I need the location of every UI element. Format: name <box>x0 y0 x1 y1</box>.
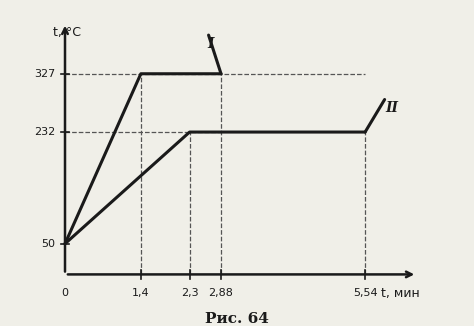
Text: Рис. 64: Рис. 64 <box>205 312 269 326</box>
Text: t, мин: t, мин <box>381 287 420 300</box>
Text: 2,3: 2,3 <box>181 288 199 298</box>
Text: I: I <box>207 37 213 51</box>
Text: 1,4: 1,4 <box>132 288 150 298</box>
Text: t, °C: t, °C <box>53 26 81 39</box>
Text: 5,54: 5,54 <box>353 288 377 298</box>
Text: 50: 50 <box>41 239 55 249</box>
Text: II: II <box>386 100 399 114</box>
Text: 232: 232 <box>34 127 55 137</box>
Text: 0: 0 <box>62 288 69 298</box>
Text: 2,88: 2,88 <box>209 288 234 298</box>
Text: 327: 327 <box>34 69 55 79</box>
